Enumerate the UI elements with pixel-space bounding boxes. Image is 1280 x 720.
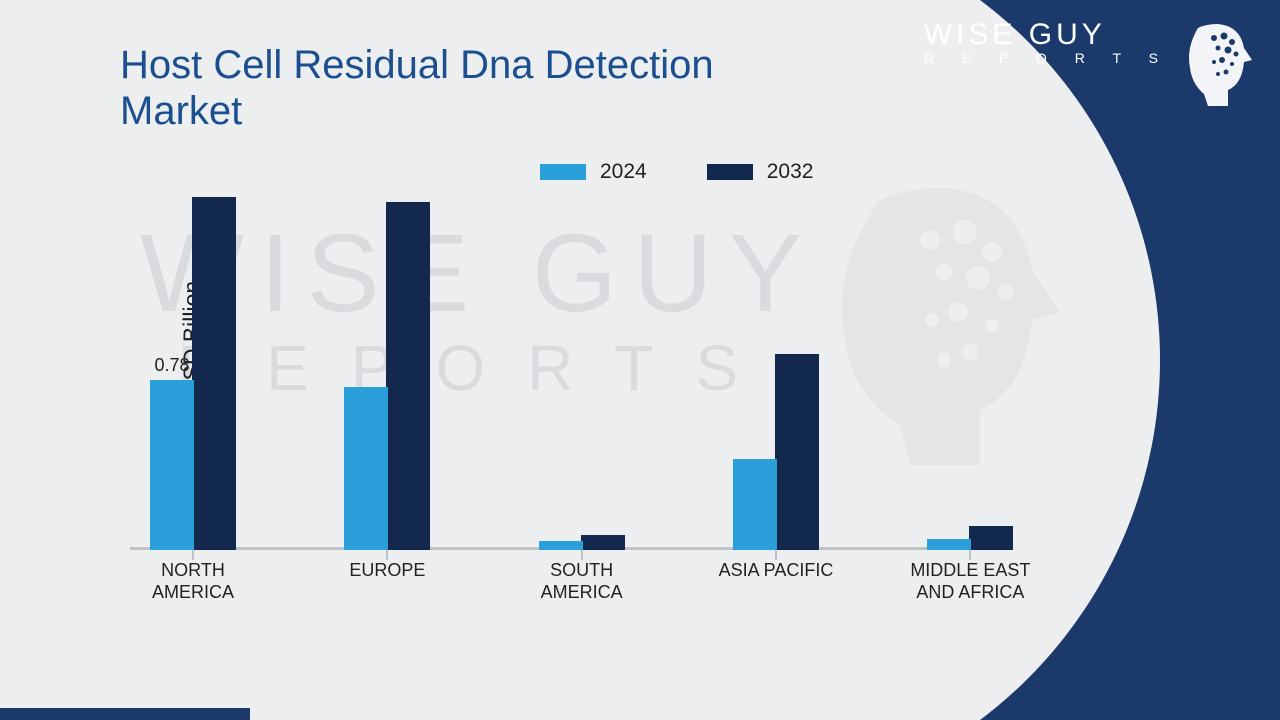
bar [344, 387, 388, 550]
bar [775, 354, 819, 550]
bar [927, 539, 971, 550]
chart-title: Host Cell Residual Dna Detection Market [120, 42, 840, 134]
x-axis-tick [192, 550, 194, 560]
bar [386, 202, 430, 550]
legend-label-2032: 2032 [767, 160, 814, 184]
bar [733, 459, 777, 550]
category-label: ASIA PACIFIC [706, 560, 846, 582]
chart-legend: 2024 2032 [540, 160, 813, 184]
bottom-accent-bar [0, 708, 250, 720]
x-axis-tick [581, 550, 583, 560]
brand-logo-line1: WISE GUY [924, 18, 1170, 52]
brand-logo-line2: R E P O R T S [924, 50, 1170, 66]
brand-logo: WISE GUY R E P O R T S [924, 18, 1170, 66]
category-label: SOUTH AMERICA [512, 560, 652, 603]
legend-label-2024: 2024 [600, 160, 647, 184]
bar [539, 541, 583, 550]
x-axis-tick [386, 550, 388, 560]
legend-swatch-2032 [707, 164, 753, 180]
x-axis-tick [775, 550, 777, 560]
category-label: EUROPE [317, 560, 457, 582]
plot-area: 0.78NORTH AMERICAEUROPESOUTH AMERICAASIA… [130, 180, 970, 550]
category-label: MIDDLE EAST AND AFRICA [900, 560, 1040, 603]
legend-item-2032: 2032 [707, 160, 814, 184]
category-label: NORTH AMERICA [123, 560, 263, 603]
legend-item-2024: 2024 [540, 160, 647, 184]
bar [581, 535, 625, 550]
x-axis-tick [969, 550, 971, 560]
bar [192, 197, 236, 550]
bar [969, 526, 1013, 550]
legend-swatch-2024 [540, 164, 586, 180]
bar [150, 380, 194, 550]
brand-head-icon [1178, 18, 1258, 108]
chart-area: Market Size in USD Billion 0.78NORTH AME… [100, 180, 970, 650]
